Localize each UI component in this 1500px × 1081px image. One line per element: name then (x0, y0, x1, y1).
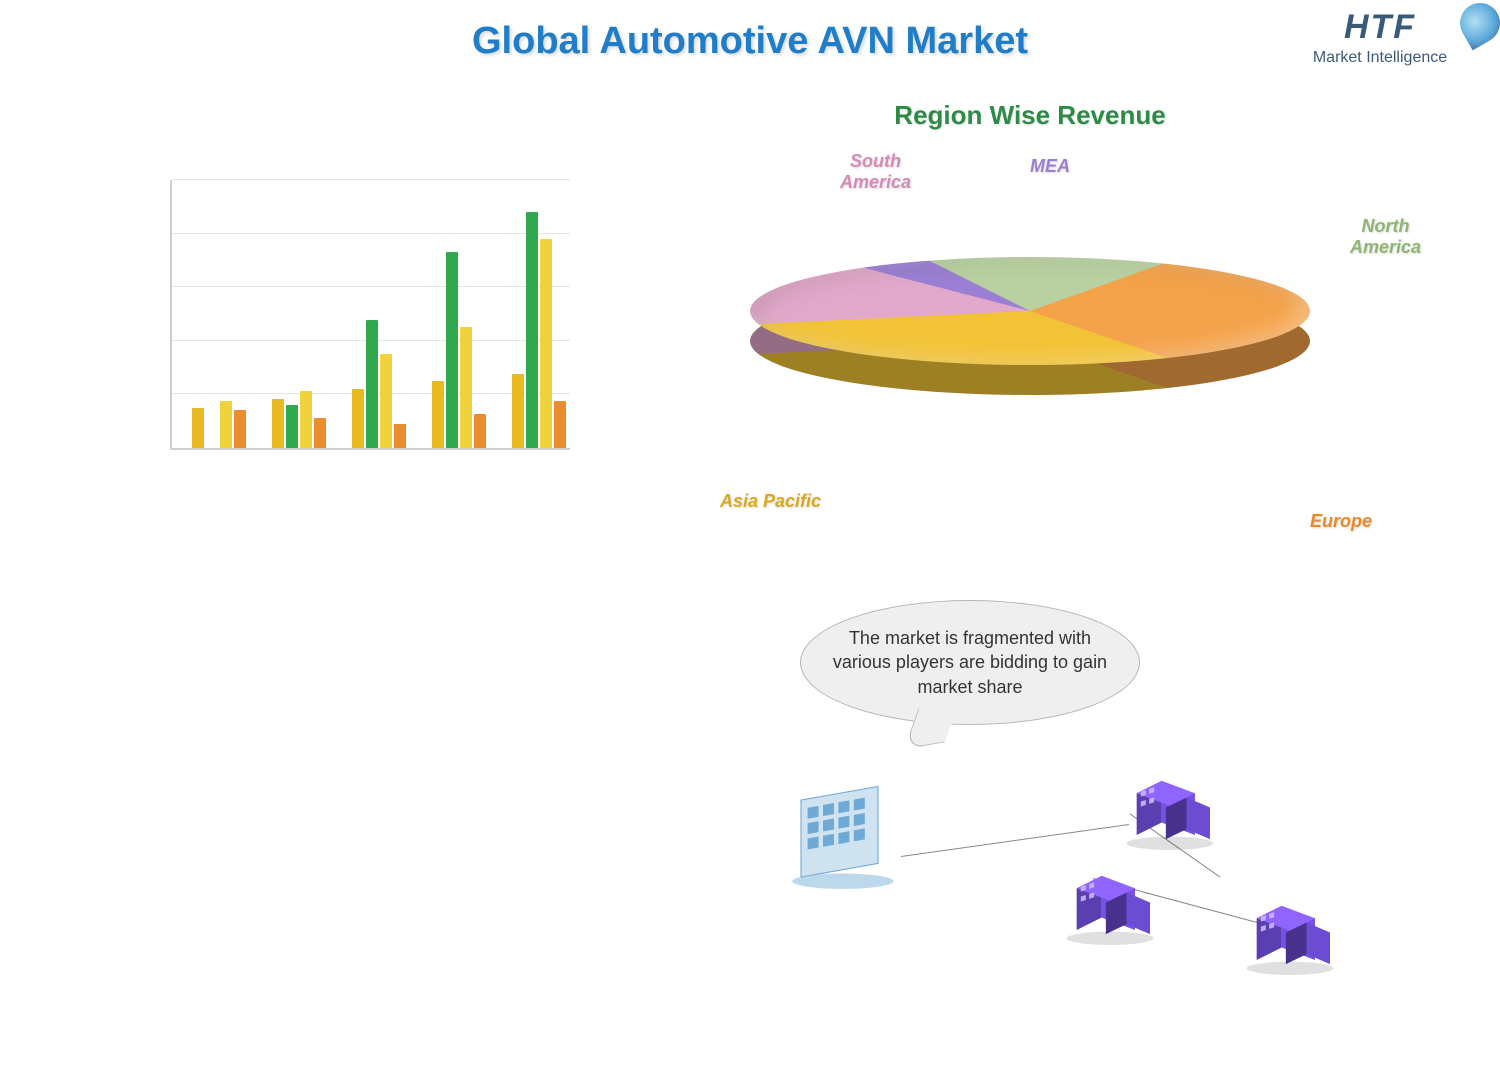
pie-slice-label: NorthAmerica (1350, 216, 1421, 258)
speech-bubble: The market is fragmented with various pl… (800, 600, 1140, 725)
brand-logo: HTF Market Intelligence (1280, 8, 1480, 67)
bar (366, 320, 378, 448)
bar (192, 408, 204, 449)
bar (540, 239, 552, 448)
bar (286, 405, 298, 448)
bar (352, 389, 364, 448)
bar-group (432, 252, 494, 448)
bar (300, 391, 312, 448)
bar (554, 401, 566, 448)
page-title: Global Automotive AVN Market (472, 20, 1028, 63)
bar (314, 418, 326, 448)
bar-chart (130, 140, 600, 490)
pie-title: Region Wise Revenue (670, 100, 1390, 131)
bar-group (352, 320, 414, 448)
building-main-icon (790, 780, 900, 895)
connector-line (901, 824, 1129, 857)
bar (432, 381, 444, 449)
bar (474, 414, 486, 448)
pie-slice-label: SouthAmerica (840, 151, 911, 193)
pie-slice-label: Europe (1310, 511, 1372, 532)
logo-subtitle: Market Intelligence (1280, 49, 1480, 67)
building-competitor-icon (1240, 890, 1340, 985)
bar-group (512, 212, 574, 448)
bar (512, 374, 524, 448)
bar (380, 354, 392, 449)
bar (446, 252, 458, 448)
pie-chart: Region Wise Revenue MEANorthAmericaEurop… (670, 100, 1390, 580)
bar (460, 327, 472, 449)
bar (220, 401, 232, 448)
bar (394, 424, 406, 448)
pie-slice-label: Asia Pacific (720, 491, 821, 512)
bar (234, 410, 246, 448)
bar (526, 212, 538, 448)
building-competitor-icon (1060, 860, 1160, 955)
bar-group (272, 391, 334, 448)
logo-text: HTF (1280, 8, 1480, 47)
pie-slice-label: MEA (1030, 156, 1070, 177)
bar (272, 399, 284, 448)
fragmentation-graphic: The market is fragmented with various pl… (720, 600, 1400, 1000)
building-competitor-icon (1120, 765, 1220, 860)
bar-group (192, 401, 254, 448)
